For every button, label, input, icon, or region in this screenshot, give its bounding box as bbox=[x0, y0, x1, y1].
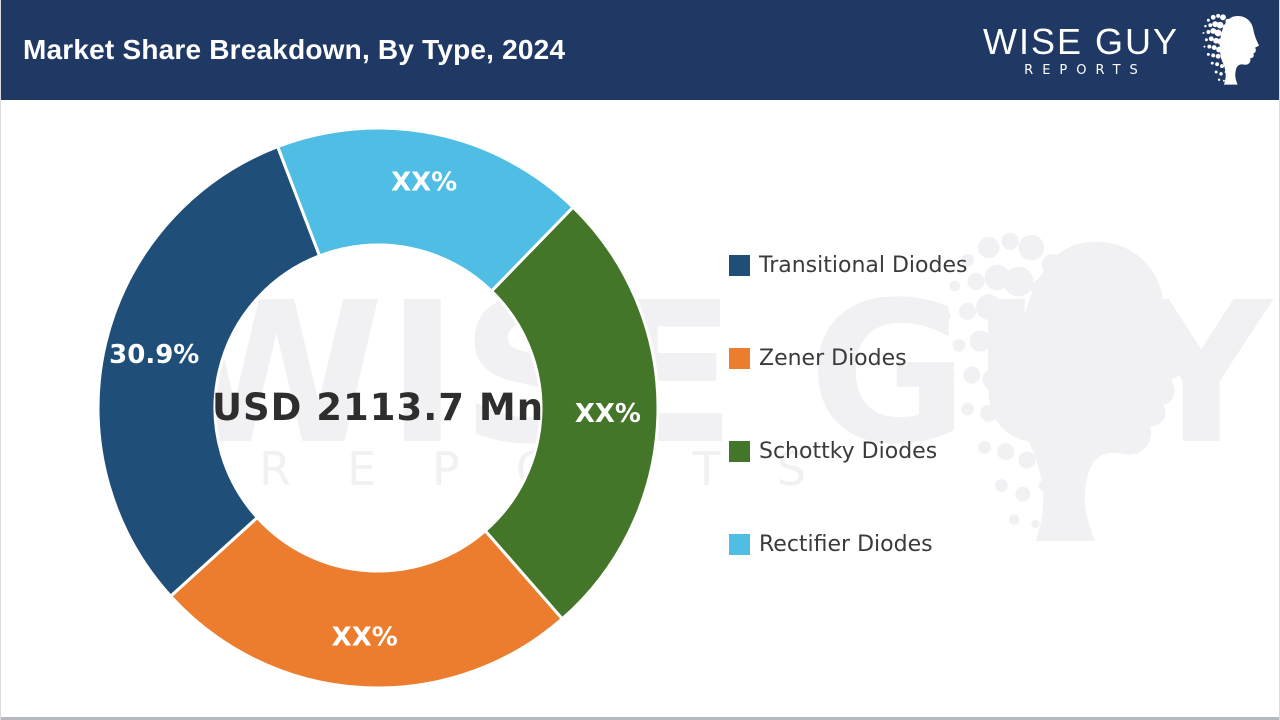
logo-wordmark: WISE GUY bbox=[982, 20, 1179, 62]
legend-label: Zener Diodes bbox=[759, 346, 907, 371]
legend-item: Transitional Diodes bbox=[729, 253, 967, 278]
segment-value-label: 30.9% bbox=[109, 340, 199, 370]
header: Market Share Breakdown, By Type, 2024 WI… bbox=[1, 0, 1279, 100]
logo-face-icon bbox=[1202, 13, 1260, 85]
segment-value-label: XX% bbox=[391, 168, 457, 198]
donut-segment-schottky-diodes bbox=[483, 205, 660, 621]
donut-segment-rectifier-diodes bbox=[275, 126, 576, 294]
donut-segment-zener-diodes bbox=[168, 515, 565, 690]
legend-item: Schottky Diodes bbox=[729, 439, 967, 464]
legend-swatch bbox=[729, 255, 750, 276]
donut-chart: 30.9% XX% XX% XX% bbox=[96, 126, 660, 690]
watermark-face-graphic bbox=[942, 232, 1189, 541]
legend-swatch bbox=[729, 348, 750, 369]
legend-item: Rectifier Diodes bbox=[729, 532, 967, 557]
legend-label: Schottky Diodes bbox=[759, 439, 938, 464]
donut-segment-transitional-diodes bbox=[96, 144, 322, 599]
segment-value-label: XX% bbox=[332, 623, 398, 653]
segment-value-label: XX% bbox=[575, 399, 641, 429]
legend-item: Zener Diodes bbox=[729, 346, 967, 371]
legend-label: Rectifier Diodes bbox=[759, 532, 933, 557]
face-dots-graphic bbox=[1202, 13, 1260, 85]
logo-subtitle: REPORTS bbox=[1024, 62, 1147, 78]
footer-rule bbox=[1, 717, 1279, 720]
legend-swatch bbox=[729, 534, 750, 555]
watermark: WISE GUY REPORTS bbox=[1, 100, 1280, 717]
chart-legend: Transitional Diodes Zener Diodes Schottk… bbox=[729, 253, 967, 557]
brand-logo: WISE GUY REPORTS bbox=[983, 10, 1261, 90]
page-title: Market Share Breakdown, By Type, 2024 bbox=[23, 34, 566, 65]
legend-label: Transitional Diodes bbox=[759, 253, 968, 278]
chart-center-value: USD 2113.7 Mn bbox=[211, 386, 545, 429]
legend-swatch bbox=[729, 441, 750, 462]
